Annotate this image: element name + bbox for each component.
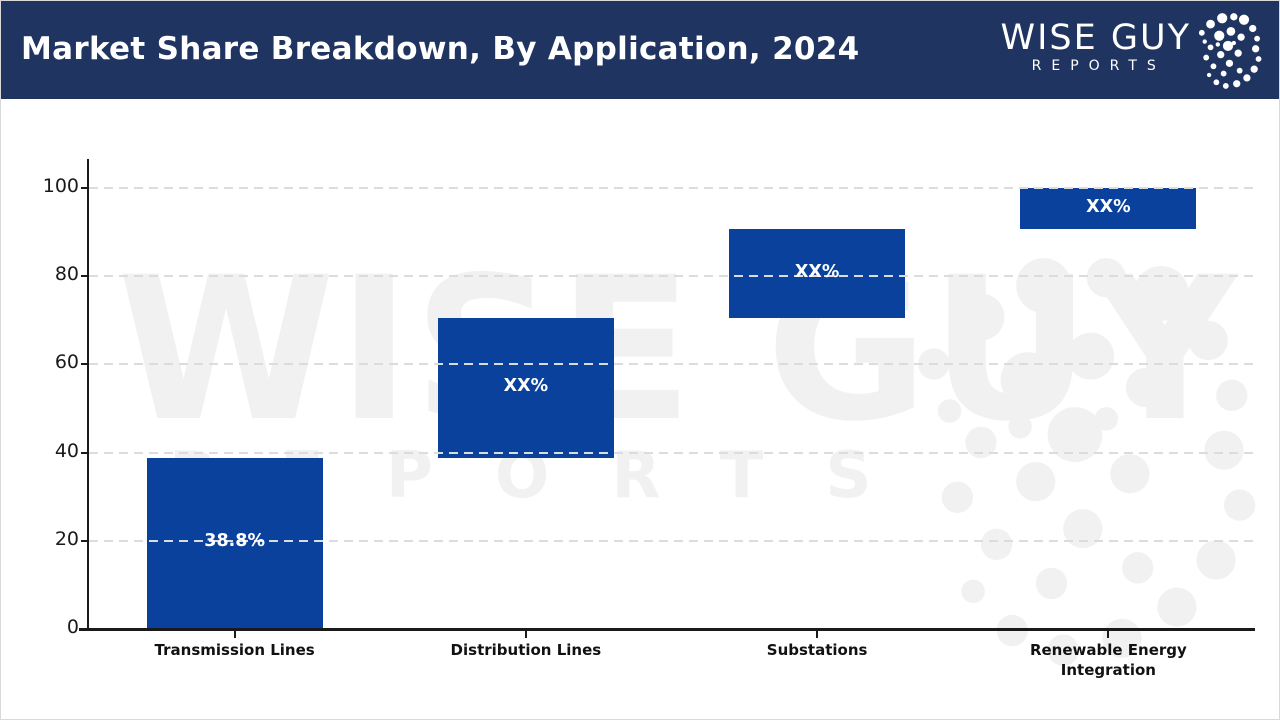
- category-label: Substations: [766, 641, 868, 659]
- wise-guy-logo: WISE GUY REPORTS: [1000, 9, 1265, 93]
- y-axis-tick: [81, 363, 89, 366]
- y-axis-tick-label: 100: [42, 175, 79, 197]
- y-axis-tick: [81, 628, 89, 630]
- logo-wordmark-main: WISE GUY: [1000, 18, 1191, 58]
- y-axis-tick-label: 60: [54, 351, 79, 374]
- bar-value-label: XX%: [1086, 196, 1131, 217]
- bar-value-label: XX%: [503, 375, 549, 396]
- bar-value-label: XX%: [794, 261, 840, 282]
- y-axis-tick: [81, 451, 89, 454]
- y-axis-tick: [81, 539, 89, 542]
- y-axis-tick-label: 80: [54, 263, 79, 286]
- bar-value-label: 38.8%: [204, 531, 265, 552]
- logo-wordmark: WISE GUY REPORTS: [1000, 19, 1191, 74]
- x-axis-tick: [524, 631, 527, 638]
- y-axis-tick: [81, 275, 89, 278]
- header: Market Share Breakdown, By Application, …: [1, 1, 1279, 99]
- y-axis-tick: [81, 187, 89, 189]
- bar-renewable-energy-integration: [1020, 188, 1197, 229]
- chart-title: Market Share Breakdown, By Application, …: [21, 31, 860, 67]
- category-label: Renewable Energy Integration: [1029, 641, 1187, 680]
- gridline-20: [89, 539, 1254, 542]
- bar-substations: [729, 229, 906, 319]
- watermark-face-icon: [918, 258, 1256, 666]
- category-label: Transmission Lines: [154, 641, 315, 659]
- y-axis-tick-label: 40: [54, 439, 79, 462]
- logo-face-icon: [1198, 13, 1262, 89]
- bar-transmission-lines: [146, 457, 323, 629]
- gridline-80: [89, 275, 1254, 278]
- x-axis-tick: [816, 631, 819, 638]
- bar-distribution-lines: [437, 318, 614, 458]
- y-axis-tick-label: 20: [54, 527, 79, 550]
- x-axis-tick: [233, 631, 236, 638]
- y-axis-tick-label: 0: [66, 616, 79, 638]
- x-axis-line: [79, 628, 1255, 631]
- gridline-40: [89, 451, 1254, 454]
- category-label: Distribution Lines: [450, 641, 602, 659]
- gridline-100: [89, 187, 1254, 189]
- x-axis-tick: [1107, 631, 1110, 638]
- gridline-60: [89, 363, 1254, 366]
- logo-wordmark-sub: REPORTS: [1031, 57, 1166, 74]
- y-axis-line: [87, 159, 89, 630]
